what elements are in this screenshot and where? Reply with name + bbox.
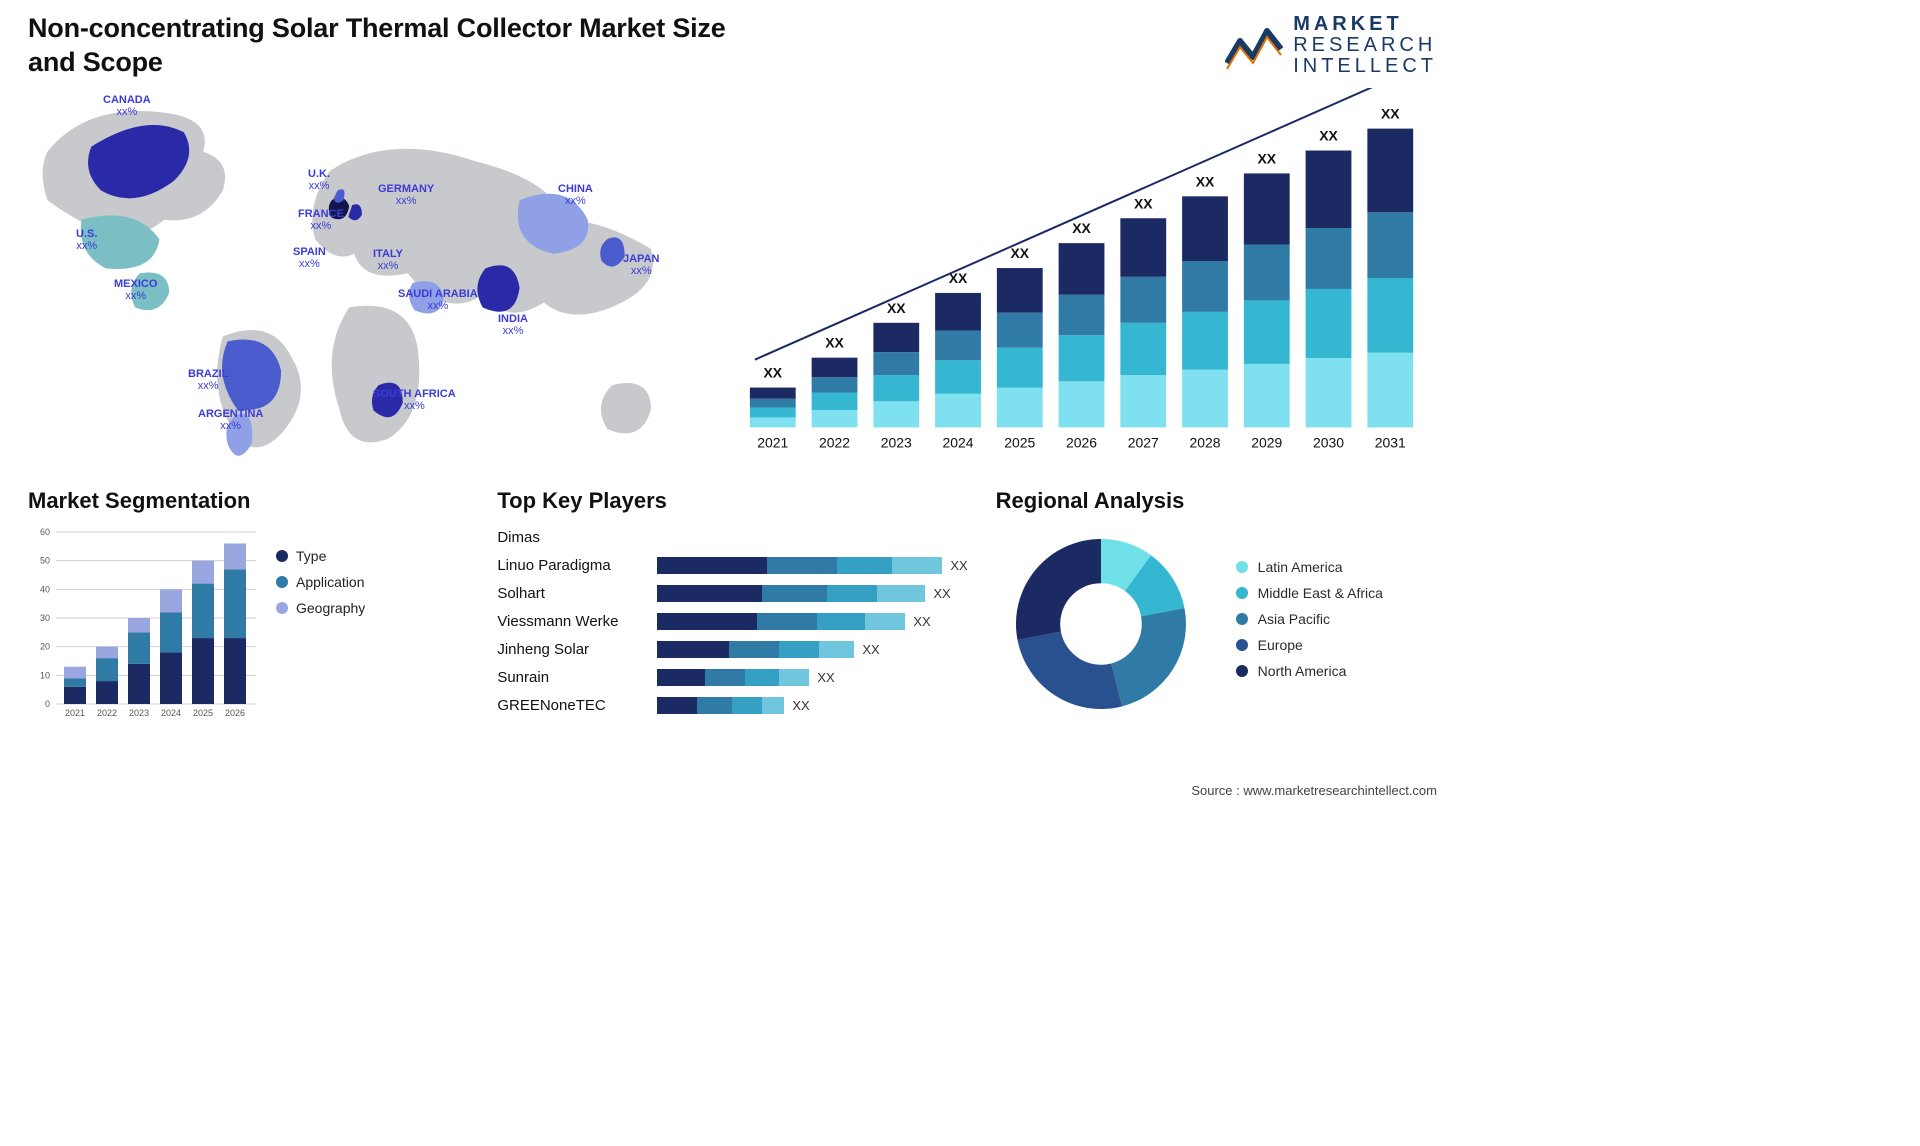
region-legend-item: Asia Pacific xyxy=(1236,611,1383,627)
logo-line3: INTELLECT xyxy=(1293,56,1437,77)
svg-text:0: 0 xyxy=(45,699,50,709)
svg-text:2030: 2030 xyxy=(1313,434,1344,450)
svg-text:XX: XX xyxy=(1072,220,1091,236)
map-label: MEXICOxx% xyxy=(114,278,157,302)
key-player-name: Dimas xyxy=(497,524,647,552)
legend-item: Application xyxy=(276,574,365,590)
main-bar-chart: XXXXXXXXXXXXXXXXXXXXXX 20212022202320242… xyxy=(720,88,1437,468)
svg-text:2028: 2028 xyxy=(1189,434,1220,450)
logo-line2: RESEARCH xyxy=(1293,35,1437,56)
world-map: CANADAxx% U.S.xx% MEXICOxx% BRAZILxx% ARGENT… xyxy=(28,88,690,478)
legend-item: Type xyxy=(276,548,365,564)
svg-text:2024: 2024 xyxy=(161,708,181,718)
key-player-bar: XX xyxy=(657,608,967,636)
source-text: Source : www.marketresearchintellect.com xyxy=(1191,783,1437,798)
top-row: CANADAxx% U.S.xx% MEXICOxx% BRAZILxx% ARGENT… xyxy=(0,80,1465,478)
region-legend-item: Middle East & Africa xyxy=(1236,585,1383,601)
map-label: FRANCExx% xyxy=(298,208,344,232)
svg-text:20: 20 xyxy=(40,641,50,651)
svg-text:2025: 2025 xyxy=(1004,434,1035,450)
key-player-bar: XX xyxy=(657,552,967,580)
map-label: BRAZILxx% xyxy=(188,368,228,392)
regional-panel: Regional Analysis Latin America Middle Ea… xyxy=(996,488,1437,724)
segmentation-chart: 0 10 20 30 40 50 60 2021 2022 2023 2024 2025 2026 xyxy=(28,524,258,724)
svg-text:2021: 2021 xyxy=(65,708,85,718)
region-legend-item: Europe xyxy=(1236,637,1383,653)
svg-text:XX: XX xyxy=(1010,245,1029,261)
svg-text:2023: 2023 xyxy=(129,708,149,718)
svg-text:XX: XX xyxy=(1319,127,1338,143)
svg-text:10: 10 xyxy=(40,670,50,680)
svg-text:60: 60 xyxy=(40,527,50,537)
brand-logo: MARKET RESEARCH INTELLECT xyxy=(1225,12,1437,80)
svg-text:2026: 2026 xyxy=(225,708,245,718)
key-player-bar: XX xyxy=(657,580,967,608)
map-label: ITALYxx% xyxy=(373,248,403,272)
key-player-name: Jinheng Solar xyxy=(497,636,647,664)
map-label: SPAINxx% xyxy=(293,246,326,270)
map-label: CHINAxx% xyxy=(558,183,593,207)
page-title: Non-concentrating Solar Thermal Collecto… xyxy=(28,12,748,80)
header: Non-concentrating Solar Thermal Collecto… xyxy=(0,0,1465,80)
legend-item: Geography xyxy=(276,600,365,616)
map-label: SAUDI ARABIAxx% xyxy=(398,288,478,312)
key-player-bar: XX xyxy=(657,664,967,692)
svg-text:2027: 2027 xyxy=(1128,434,1159,450)
logo-line1: MARKET xyxy=(1293,14,1437,35)
segmentation-title: Market Segmentation xyxy=(28,488,469,514)
svg-text:XX: XX xyxy=(1196,173,1215,189)
map-label: U.S.xx% xyxy=(76,228,97,252)
map-label: U.K.xx% xyxy=(308,168,330,192)
key-player-bar: XX xyxy=(657,692,967,720)
svg-text:XX: XX xyxy=(1381,105,1400,121)
key-player-name: Linuo Paradigma xyxy=(497,552,647,580)
key-player-name: Sunrain xyxy=(497,664,647,692)
svg-text:2021: 2021 xyxy=(757,434,788,450)
svg-text:2025: 2025 xyxy=(193,708,213,718)
svg-text:2026: 2026 xyxy=(1066,434,1097,450)
svg-text:2031: 2031 xyxy=(1375,434,1406,450)
segmentation-panel: Market Segmentation 0 10 20 30 40 50 60 2021 202… xyxy=(28,488,469,724)
svg-text:2023: 2023 xyxy=(881,434,912,450)
svg-text:40: 40 xyxy=(40,584,50,594)
bottom-row: Market Segmentation 0 10 20 30 40 50 60 2021 202… xyxy=(0,478,1465,724)
svg-text:2022: 2022 xyxy=(97,708,117,718)
map-label: GERMANYxx% xyxy=(378,183,434,207)
svg-text:XX: XX xyxy=(887,299,906,315)
key-player-name: Viessmann Werke xyxy=(497,608,647,636)
svg-text:2022: 2022 xyxy=(819,434,850,450)
key-players-labels: DimasLinuo ParadigmaSolhartViessmann Wer… xyxy=(497,524,647,720)
svg-text:XX: XX xyxy=(1257,150,1276,166)
key-player-name: Solhart xyxy=(497,580,647,608)
regional-donut xyxy=(996,524,1206,724)
key-players-title: Top Key Players xyxy=(497,488,967,514)
region-legend-item: Latin America xyxy=(1236,559,1383,575)
map-label: SOUTH AFRICAxx% xyxy=(373,388,456,412)
svg-text:XX: XX xyxy=(825,334,844,350)
logo-icon xyxy=(1225,21,1283,71)
map-label: ARGENTINAxx% xyxy=(198,408,263,432)
regional-title: Regional Analysis xyxy=(996,488,1437,514)
key-player-name: GREENoneTEC xyxy=(497,692,647,720)
map-label: JAPANxx% xyxy=(623,253,659,277)
key-player-bar: XX xyxy=(657,636,967,664)
key-players-panel: Top Key Players DimasLinuo ParadigmaSolh… xyxy=(497,488,967,724)
svg-text:2024: 2024 xyxy=(942,434,973,450)
region-legend-item: North America xyxy=(1236,663,1383,679)
svg-text:XX: XX xyxy=(1134,195,1153,211)
svg-text:2029: 2029 xyxy=(1251,434,1282,450)
svg-text:50: 50 xyxy=(40,555,50,565)
map-label: INDIAxx% xyxy=(498,313,528,337)
regional-legend: Latin America Middle East & Africa Asia Pa… xyxy=(1236,559,1383,689)
segmentation-legend: Type Application Geography xyxy=(276,524,365,626)
map-label: CANADAxx% xyxy=(103,94,151,118)
svg-text:XX: XX xyxy=(763,364,782,380)
key-players-bars: XXXXXXXXXXXX xyxy=(657,524,967,720)
svg-text:30: 30 xyxy=(40,613,50,623)
